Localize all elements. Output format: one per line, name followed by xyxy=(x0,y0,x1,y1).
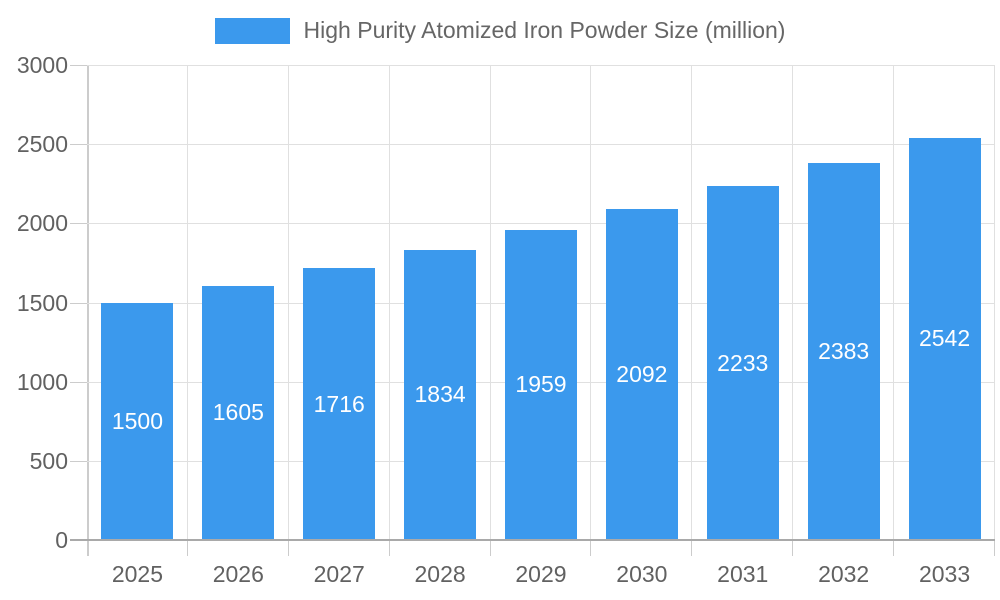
bar-value-label: 2233 xyxy=(717,349,769,376)
plot-area: 1500 1605 1716 1834 1959 2092 2233 2383 2542 xyxy=(70,65,995,556)
y-axis-tick xyxy=(70,65,87,66)
bar[interactable]: 1500 xyxy=(101,302,174,540)
y-axis-tick xyxy=(70,460,87,462)
bar[interactable]: 1716 xyxy=(303,268,376,540)
y-tick-label: 1000 xyxy=(16,368,68,395)
x-axis-line xyxy=(70,539,995,541)
x-axis-tick xyxy=(87,540,88,556)
bar-value-label: 2542 xyxy=(918,325,971,352)
x-axis-tick xyxy=(893,540,895,556)
y-axis-tick xyxy=(70,144,87,146)
gridline-h xyxy=(87,144,995,146)
y-tick-label: 2000 xyxy=(16,210,68,237)
gridline-v xyxy=(792,65,794,540)
x-axis-tick xyxy=(287,540,289,556)
x-tick-label: 2027 xyxy=(313,561,365,587)
y-tick-label: 3000 xyxy=(16,52,68,78)
x-axis-tick xyxy=(590,540,592,556)
bar[interactable]: 1959 xyxy=(505,229,577,540)
bar[interactable]: 2233 xyxy=(706,186,779,540)
gridline-v xyxy=(994,65,995,540)
y-axis-tick xyxy=(70,223,87,225)
bar[interactable]: 2092 xyxy=(605,208,678,540)
y-tick-label: 500 xyxy=(29,447,68,474)
x-axis-tick xyxy=(388,540,390,556)
bar[interactable]: 1605 xyxy=(202,285,275,540)
bar-value-label: 1959 xyxy=(515,371,567,398)
y-tick-label: 1500 xyxy=(16,289,68,316)
bar-value-label: 2092 xyxy=(616,360,668,387)
y-axis-tick xyxy=(70,381,87,383)
x-tick-label: 2026 xyxy=(212,561,264,587)
x-tick-label: 2025 xyxy=(111,561,164,587)
y-tick-label: 0 xyxy=(55,527,68,553)
bar[interactable]: 2542 xyxy=(908,137,981,540)
x-axis-tick xyxy=(691,540,693,556)
bar-value-label: 2383 xyxy=(818,337,870,364)
x-axis-tick xyxy=(489,540,491,556)
bar-value-label: 1834 xyxy=(414,381,466,408)
x-tick-label: 2028 xyxy=(414,561,466,587)
y-axis-labels: 0 500 1000 1500 2000 2500 3000 xyxy=(0,52,68,553)
x-tick-label: 2032 xyxy=(818,561,870,587)
bar-value-label: 1716 xyxy=(313,390,365,417)
x-axis-tick xyxy=(186,540,188,556)
gridline-v xyxy=(186,65,188,540)
x-tick-label: 2029 xyxy=(515,561,567,587)
bar-value-label: 1500 xyxy=(111,407,164,434)
y-axis-tick xyxy=(70,302,87,304)
gridline-v xyxy=(893,65,895,540)
bar-value-label: 1605 xyxy=(212,399,264,426)
x-tick-label: 2033 xyxy=(918,561,971,587)
legend-label: High Purity Atomized Iron Powder Size (m… xyxy=(303,17,786,43)
legend-swatch xyxy=(214,17,290,44)
legend[interactable]: High Purity Atomized Iron Powder Size (m… xyxy=(0,17,1000,44)
y-axis-line xyxy=(87,65,89,556)
y-tick-label: 2500 xyxy=(16,131,68,158)
x-axis-labels: 2025 2026 2027 2028 2029 2030 2031 2032 2033 xyxy=(87,560,995,590)
gridline-v xyxy=(388,65,390,540)
x-axis-tick xyxy=(792,540,794,556)
gridline-v xyxy=(691,65,693,540)
bar[interactable]: 2383 xyxy=(807,162,880,540)
x-tick-label: 2030 xyxy=(616,561,668,587)
gridline-v xyxy=(590,65,592,540)
gridline-h xyxy=(87,223,995,225)
gridline-h xyxy=(87,65,995,66)
bar[interactable]: 1834 xyxy=(404,249,477,540)
gridline-v xyxy=(489,65,491,540)
x-axis-tick xyxy=(994,540,995,556)
gridline-v xyxy=(287,65,289,540)
x-tick-label: 2031 xyxy=(717,561,769,587)
